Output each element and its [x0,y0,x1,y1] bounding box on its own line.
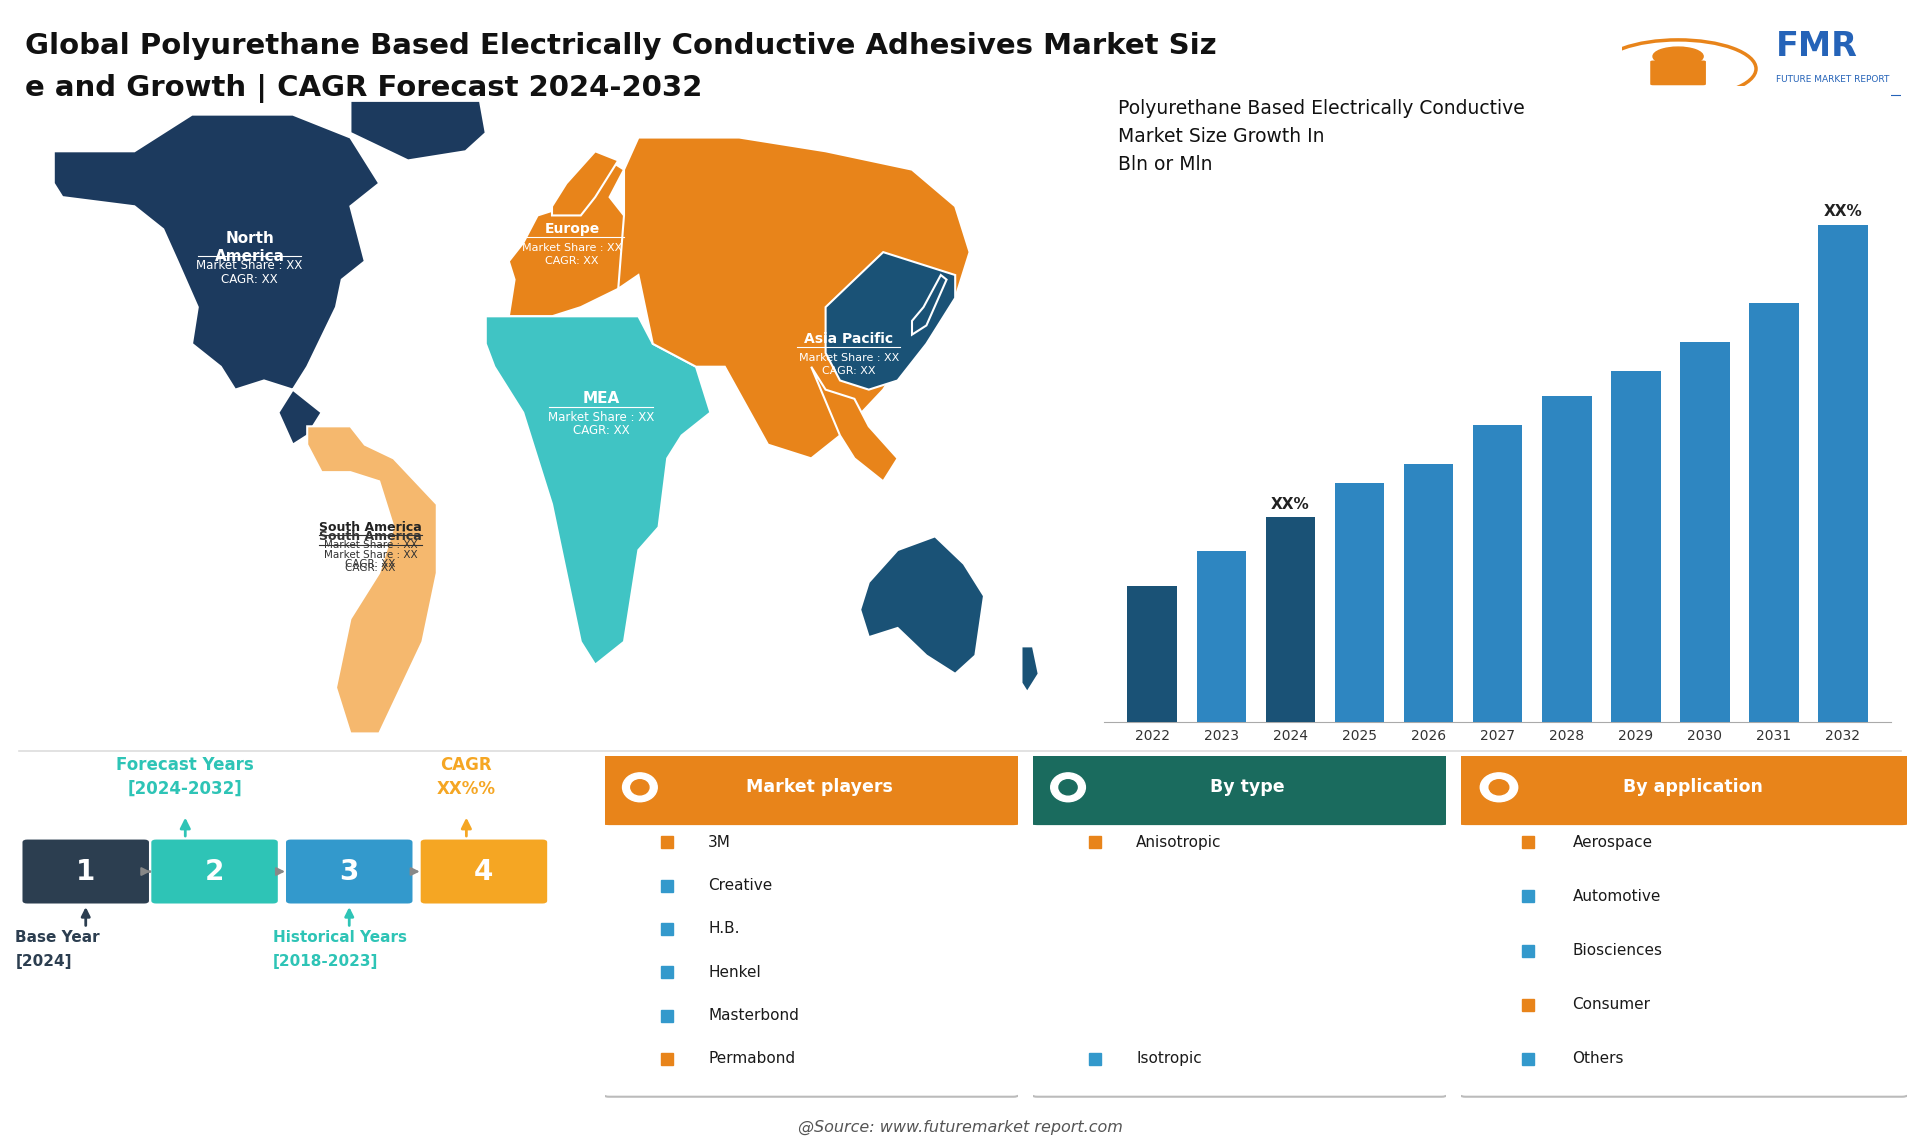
Text: Henkel: Henkel [708,965,760,980]
Polygon shape [351,101,486,160]
FancyBboxPatch shape [1649,61,1705,85]
Text: By type: By type [1210,778,1284,796]
Polygon shape [486,316,710,665]
Bar [1542,395,1592,722]
Circle shape [1480,772,1517,802]
Text: @Source: www.futuremarket report.com: @Source: www.futuremarket report.com [797,1121,1123,1136]
Text: Others: Others [1572,1051,1624,1067]
Text: Europe: Europe [545,222,599,236]
FancyBboxPatch shape [601,815,1021,1097]
FancyBboxPatch shape [1450,752,1918,825]
Circle shape [1490,779,1509,795]
Text: Market Share : XX: Market Share : XX [799,353,899,362]
Text: 4: 4 [474,857,493,886]
Text: Market Share : XX: Market Share : XX [547,410,655,424]
Text: Polyurethane Based Electrically Conductive
Market Size Growth In
Bln or Mln: Polyurethane Based Electrically Conducti… [1117,99,1524,174]
Bar [1265,517,1315,722]
FancyBboxPatch shape [152,840,278,903]
Text: e and Growth | CAGR Forecast 2024-2032: e and Growth | CAGR Forecast 2024-2032 [25,74,703,103]
Text: CAGR: XX: CAGR: XX [572,424,630,438]
Text: Global Polyurethane Based Electrically Conductive Adhesives Market Siz: Global Polyurethane Based Electrically C… [25,32,1217,60]
Text: Isotropic: Isotropic [1137,1051,1202,1067]
FancyBboxPatch shape [1457,815,1910,1097]
Text: 1: 1 [77,857,96,886]
FancyBboxPatch shape [1023,752,1455,825]
Circle shape [1050,772,1085,802]
Text: FUTURE MARKET REPORT: FUTURE MARKET REPORT [1776,74,1889,84]
Text: Market Share : XX: Market Share : XX [324,541,417,550]
Bar [1473,425,1523,722]
Text: Creative: Creative [708,878,772,893]
Polygon shape [812,367,899,481]
Bar [1818,225,1868,722]
Polygon shape [307,426,438,733]
Polygon shape [826,252,956,390]
Circle shape [632,779,649,795]
Text: South America: South America [319,520,422,534]
Text: By application: By application [1622,778,1763,796]
Text: H.B.: H.B. [708,921,739,936]
Bar [1611,371,1661,722]
Text: South America: South America [319,529,422,543]
Bar [1334,484,1384,722]
Text: Historical Years: Historical Years [273,931,407,945]
Text: Consumer: Consumer [1572,997,1651,1012]
Polygon shape [1021,646,1039,692]
FancyBboxPatch shape [23,840,150,903]
Bar [1749,303,1799,722]
Polygon shape [509,151,637,316]
Text: CAGR: CAGR [440,756,492,774]
Bar [1680,342,1730,722]
Text: CAGR: XX: CAGR: XX [346,559,396,568]
Text: FMR: FMR [1776,30,1857,63]
Bar [1404,464,1453,722]
Text: [2024-2032]: [2024-2032] [129,780,242,798]
Text: Base Year: Base Year [15,931,100,945]
Text: Market Share : XX: Market Share : XX [324,550,417,559]
Polygon shape [860,536,983,674]
Polygon shape [912,275,947,335]
Polygon shape [553,151,618,215]
Text: [2024]: [2024] [15,955,71,970]
Text: Market Share : XX: Market Share : XX [522,243,622,252]
Text: North
America: North America [215,231,284,264]
Text: Market Share : XX: Market Share : XX [196,259,303,273]
Text: Anisotropic: Anisotropic [1137,834,1221,850]
FancyBboxPatch shape [286,840,413,903]
Text: Market players: Market players [747,778,893,796]
Text: Automotive: Automotive [1572,889,1661,904]
Text: CAGR: XX: CAGR: XX [346,564,396,573]
FancyBboxPatch shape [1029,815,1450,1097]
Text: Forecast Years: Forecast Years [117,756,253,774]
Text: XX%: XX% [1824,204,1862,219]
FancyBboxPatch shape [420,840,547,903]
Text: MEA: MEA [582,391,620,407]
Text: CAGR: XX: CAGR: XX [822,367,876,376]
Text: CAGR: XX: CAGR: XX [545,257,599,266]
Text: 3M: 3M [708,834,732,850]
FancyBboxPatch shape [595,752,1027,825]
Circle shape [1060,779,1077,795]
Bar [1127,586,1177,722]
Text: 2: 2 [205,857,225,886]
Polygon shape [54,115,380,445]
Text: [2018-2023]: [2018-2023] [273,955,378,970]
Text: CAGR: XX: CAGR: XX [221,273,278,286]
Circle shape [1653,47,1703,65]
Polygon shape [618,138,970,458]
Text: XX%%: XX%% [438,780,495,798]
Text: Aerospace: Aerospace [1572,834,1653,850]
Text: Masterbond: Masterbond [708,1008,799,1023]
Text: Asia Pacific: Asia Pacific [804,332,893,346]
Bar [1196,551,1246,722]
Text: 3: 3 [340,857,359,886]
Text: Permabond: Permabond [708,1051,795,1067]
Text: XX%: XX% [1271,496,1309,511]
Circle shape [622,772,657,802]
Text: Biosciences: Biosciences [1572,943,1663,958]
